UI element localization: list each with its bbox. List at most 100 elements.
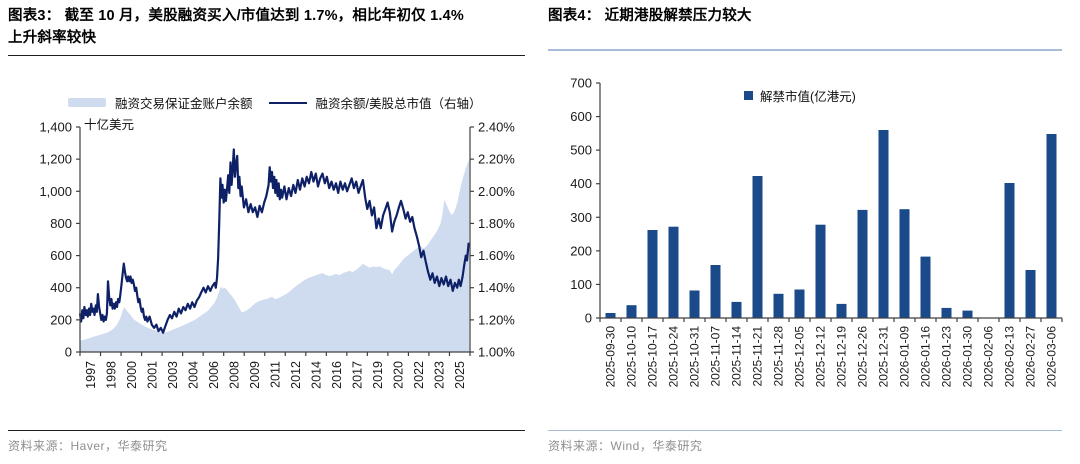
tick-label: 200 [570,243,592,258]
tick-label: 2.40% [478,120,515,135]
tick-label: 2016 [330,361,344,389]
tick-label: 2006 [207,361,221,389]
tick-label: 2025-12-26 [856,326,870,388]
line-series-swatch [268,101,307,104]
tick-label: 2017 [351,361,365,389]
tick-label: 2025-11-14 [730,326,744,387]
tick-label: 400 [570,176,592,191]
tick-label: 2026-01-16 [919,326,933,388]
tick-label: 2001 [145,361,159,389]
tick-label: 1.00% [478,345,515,360]
margin-balance-area-series [80,159,470,352]
area-series-swatch [68,98,106,107]
unlock-bar [668,226,679,318]
tick-label: 2009 [248,361,262,389]
line-series-label: 融资余额/美股总市值（右轴） [315,97,482,111]
tick-label: 2025-09-30 [604,326,618,388]
tick-label: 600 [570,109,592,124]
figure4-title-line1: 图表4： 近期港股解禁压力较大 [548,8,752,24]
unlock-bar [647,230,658,318]
figure4-title: 图表4： 近期港股解禁压力较大 [548,5,1068,27]
left-axis-unit-label: 十亿美元 [84,118,135,132]
tick-label: 2025-10-24 [667,326,681,388]
unlock-bar [836,303,847,318]
tick-label: 2011 [269,361,283,388]
unlock-bar [920,256,931,318]
tick-label: 2025-10-31 [688,326,702,388]
tick-label: 700 [570,76,592,91]
figure4-legend: 解禁市值(亿港元) [744,86,856,105]
unlock-bar [794,289,805,318]
tick-label: 2025-11-07 [709,326,723,387]
tick-label: 2023 [433,361,447,389]
tick-label: 300 [570,210,592,225]
figure3-source: 资料来源：Haver，华泰研究 [8,439,168,453]
tick-label: 2026-01-09 [898,326,912,388]
figure3-title: 图表3： 截至 10 月，美股融资买入/市值达到 1.7%，相比年初仅 1.4%… [8,5,528,49]
unlock-bar [815,224,826,318]
tick-label: 2025-12-19 [835,326,849,388]
tick-label: 1998 [104,361,118,389]
unlock-bar [1046,134,1057,318]
tick-label: 400 [50,280,72,295]
figure3-title-rule [8,55,525,56]
figure3-legend: 融资交易保证金账户余额 融资余额/美股总市值（右轴） [68,93,482,112]
ratio-line-series [78,148,470,334]
bar-series-swatch [744,91,753,100]
area-series-label: 融资交易保证金账户余额 [115,97,253,111]
tick-label: 1997 [84,361,98,389]
tick-label: 2026-02-06 [982,326,996,388]
tick-label: 2025-12-05 [793,326,807,388]
tick-label: 1,000 [39,184,72,199]
tick-label: 2004 [186,361,200,389]
tick-label: 1,400 [39,120,72,135]
unlock-bar [878,130,889,318]
tick-label: 2025-12-31 [877,326,891,388]
tick-label: 2000 [125,361,139,389]
unlock-bar [962,310,973,318]
tick-label: 1.40% [478,280,515,295]
figure4-source: 资料来源：Wind，华泰研究 [548,439,703,453]
unlock-value-bar-chart: 0 100 200 300 400 500 600 700 2025-09-30 2025-10-… [570,76,1063,388]
tick-label: 1,200 [39,152,72,167]
tick-label: 2012 [289,361,303,389]
bar-series-label: 解禁市值(亿港元) [760,90,856,104]
margin-balance-chart: 0 200 400 600 800 1,000 1,200 1,400 1.00% 1.20% 1.… [39,120,515,389]
unlock-bar [1025,270,1036,318]
tick-label: 2025-12-12 [814,326,828,388]
tick-label: 2.20% [478,152,515,167]
tick-label: 2025 [453,361,467,389]
unlock-bar [1004,183,1015,318]
tick-label: 2026-01-30 [961,326,975,388]
tick-label: 600 [50,248,72,263]
tick-label: 2022 [412,361,426,389]
figure4-title-rule [548,49,1062,51]
tick-label: 2008 [227,361,241,389]
unlock-bar [689,290,700,318]
unlock-bar [731,301,742,318]
tick-label: 2026-02-13 [1003,326,1017,388]
figure3-title-line1: 图表3： 截至 10 月，美股融资买入/市值达到 1.7%，相比年初仅 1.4% [8,8,464,24]
unlock-bar [626,305,637,318]
figure3-source-rule [8,430,525,431]
unlock-bar [899,209,910,318]
tick-label: 0 [585,311,592,326]
tick-label: 1.60% [478,248,515,263]
tick-label: 2025-11-21 [751,326,765,387]
tick-label: 2026-02-27 [1024,326,1038,388]
tick-label: 2020 [392,361,406,389]
unlock-bar [752,176,763,318]
unlock-bar [710,265,721,318]
unlock-bar [941,307,952,318]
tick-label: 200 [50,312,72,327]
tick-label: 2025-10-17 [646,326,660,388]
tick-label: 2026-03-06 [1045,326,1059,388]
figure3-title-line2: 上升斜率较快 [8,30,97,46]
tick-label: 800 [50,216,72,231]
unlock-bar [773,293,784,318]
tick-label: 2014 [310,361,324,389]
tick-label: 1.20% [478,312,515,327]
tick-label: 2025-11-28 [772,326,786,387]
tick-label: 2025-10-10 [625,326,639,388]
